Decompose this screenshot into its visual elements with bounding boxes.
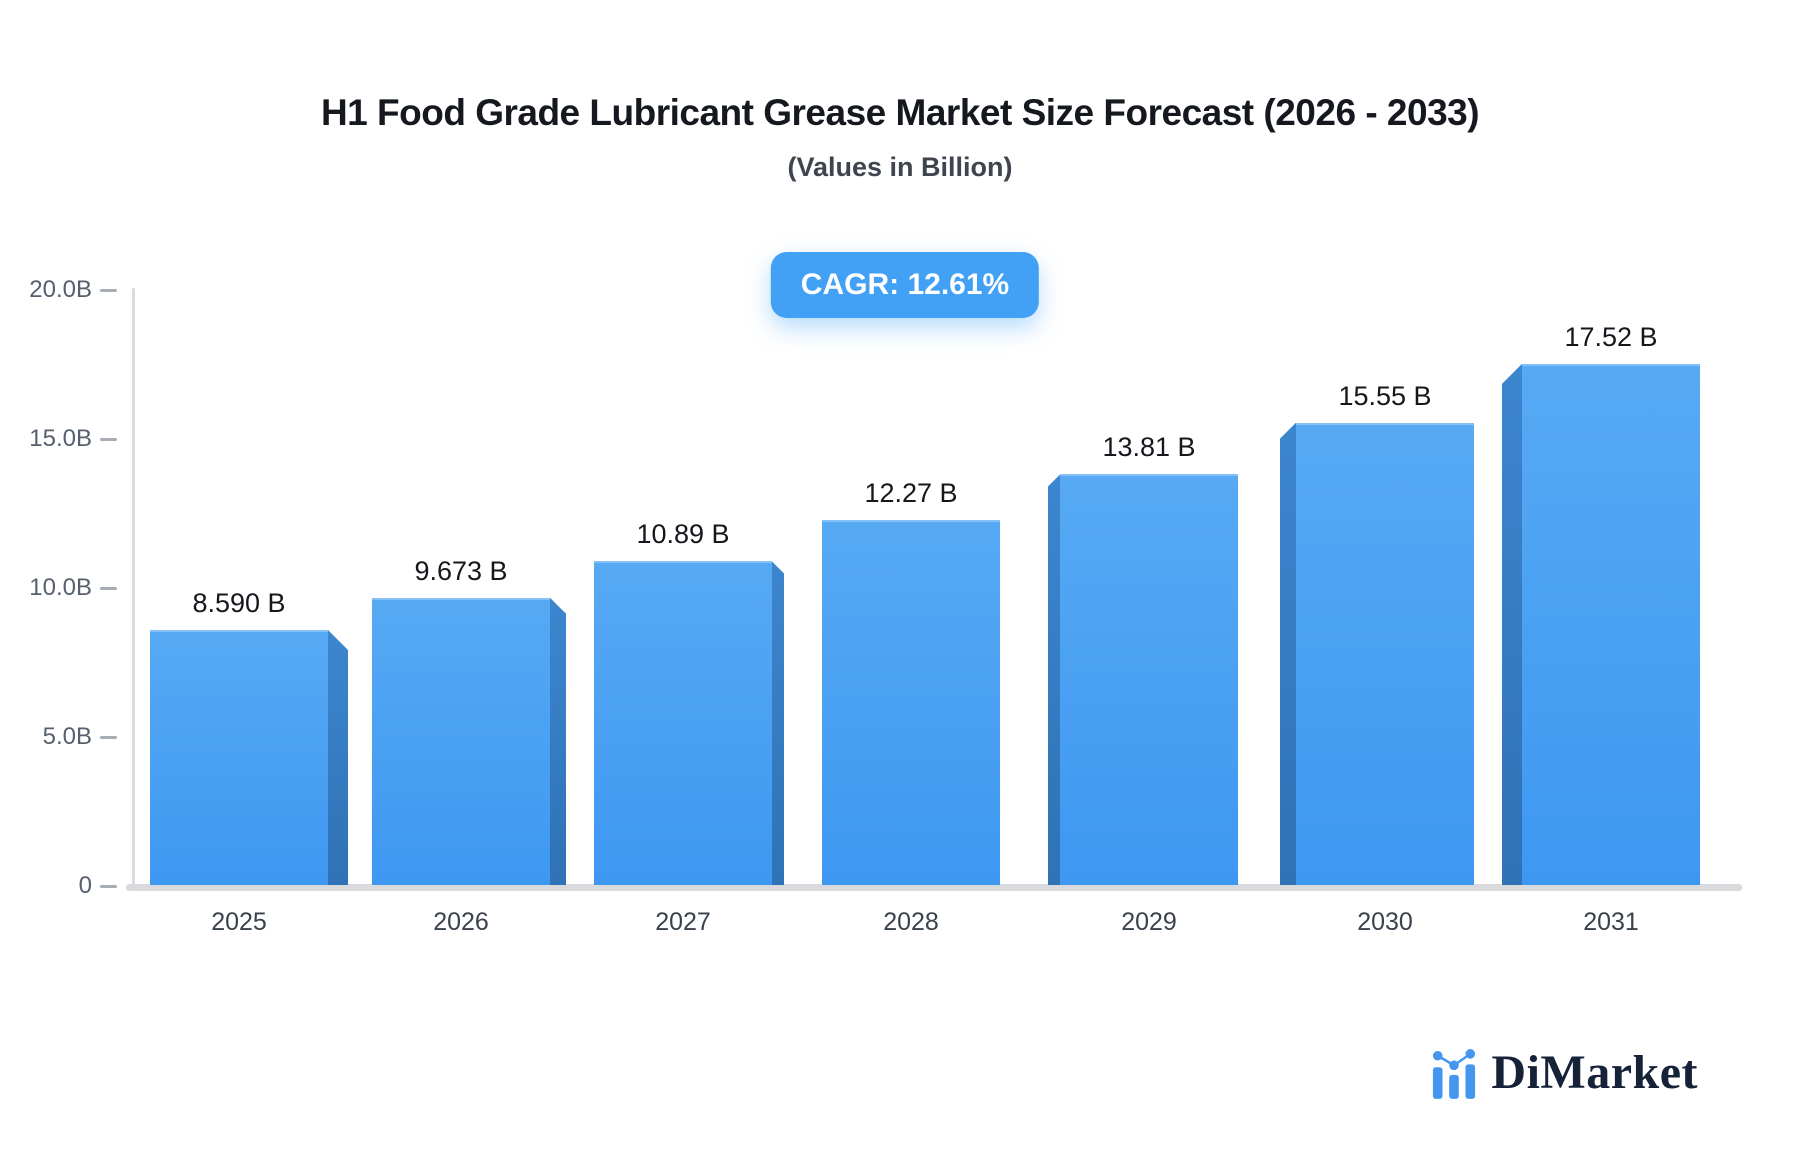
bar-side-3d xyxy=(1280,422,1296,885)
bar-face xyxy=(372,597,550,885)
chart-header: H1 Food Grade Lubricant Grease Market Si… xyxy=(0,92,1800,183)
y-tick-label: 15.0B xyxy=(29,425,92,452)
y-tick-dash xyxy=(100,736,117,739)
x-tick-label-2029: 2029 xyxy=(1121,908,1177,936)
x-tick-label-2031: 2031 xyxy=(1583,908,1639,936)
bar-face xyxy=(1060,474,1238,885)
y-tick-label: 0 xyxy=(78,872,92,899)
y-tick-dash xyxy=(100,289,117,292)
bar-chart-logo-icon xyxy=(1433,1048,1476,1099)
bar-value-label: 13.81 B xyxy=(1102,432,1196,463)
y-tick-15.0B: 15.0B xyxy=(0,424,117,454)
chart-subtitle: (Values in Billion) xyxy=(787,152,1013,182)
bar-side-3d xyxy=(550,597,566,885)
x-tick-label-2025: 2025 xyxy=(211,908,267,936)
bar-value-label: 8.590 B xyxy=(192,588,286,619)
y-tick-label: 10.0B xyxy=(29,574,92,601)
bar-face xyxy=(150,630,328,885)
x-tick-label-2026: 2026 xyxy=(433,908,489,936)
logo-wordmark: DiMarket xyxy=(1491,1046,1698,1099)
y-tick-label: 5.0B xyxy=(42,723,92,750)
bar-side-3d xyxy=(1502,363,1522,885)
y-tick-dash xyxy=(100,885,117,888)
y-tick-10.0B: 10.0B xyxy=(0,573,117,603)
bar-side-3d xyxy=(1048,474,1060,885)
dimarket-logo: DiMarket xyxy=(1431,1045,1698,1100)
bar-value-label: 17.52 B xyxy=(1564,321,1658,352)
y-tick-label: 20.0B xyxy=(29,276,92,303)
bar-value-label: 10.89 B xyxy=(636,519,730,550)
y-axis-line xyxy=(132,288,135,889)
bar-face xyxy=(1296,422,1474,885)
x-tick-label-2027: 2027 xyxy=(655,908,711,936)
bar-face xyxy=(1522,363,1700,885)
bar-value-label: 9.673 B xyxy=(414,555,508,586)
x-tick-label-2028: 2028 xyxy=(883,908,939,936)
bar-side-3d xyxy=(772,561,784,885)
y-tick-dash xyxy=(100,438,117,441)
y-tick-0: 0 xyxy=(0,871,117,901)
bar-value-label: 12.27 B xyxy=(864,478,958,509)
cagr-badge: CAGR: 12.61% xyxy=(770,252,1040,318)
chart-title: H1 Food Grade Lubricant Grease Market Si… xyxy=(320,92,1480,133)
y-tick-5.0B: 5.0B xyxy=(0,722,117,752)
bar-value-label: 15.55 B xyxy=(1338,380,1432,411)
bar-face xyxy=(594,561,772,885)
bar-side-3d xyxy=(328,630,348,885)
x-tick-label-2030: 2030 xyxy=(1357,908,1413,936)
y-tick-20.0B: 20.0B xyxy=(0,275,117,305)
y-tick-dash xyxy=(100,587,117,590)
x-axis-baseline xyxy=(126,884,1742,891)
bar-face xyxy=(822,520,1000,885)
